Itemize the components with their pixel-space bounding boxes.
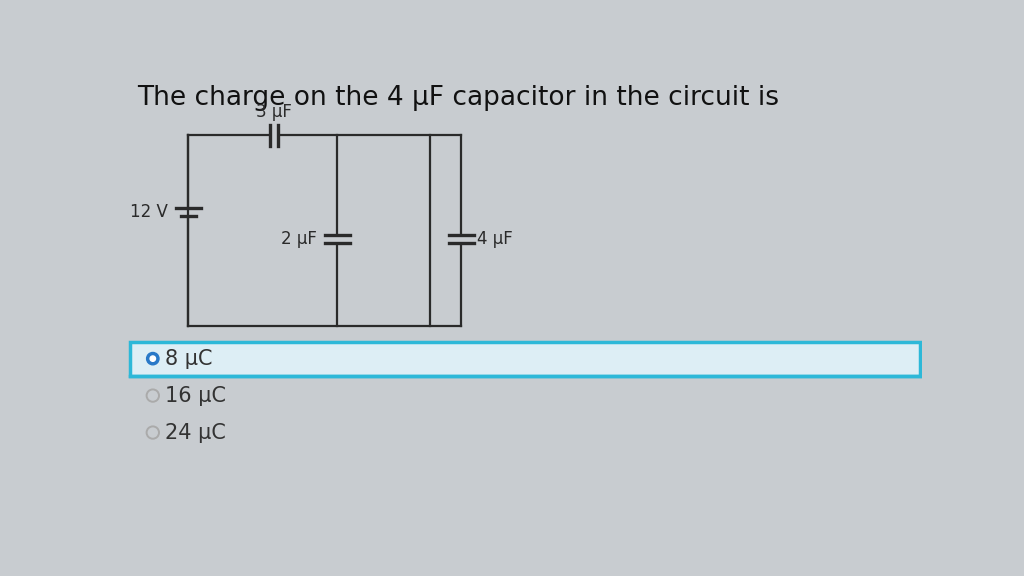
Text: 24 μC: 24 μC <box>165 423 226 442</box>
Circle shape <box>151 356 156 361</box>
Text: 3 μF: 3 μF <box>256 104 292 122</box>
Text: 4 μF: 4 μF <box>477 230 512 248</box>
Text: 16 μC: 16 μC <box>165 385 226 406</box>
FancyBboxPatch shape <box>130 342 920 376</box>
Circle shape <box>146 353 159 365</box>
Text: The charge on the 4 μF capacitor in the circuit is: The charge on the 4 μF capacitor in the … <box>137 85 779 111</box>
Text: 2 μF: 2 μF <box>282 230 317 248</box>
Text: 12 V: 12 V <box>130 203 168 221</box>
Text: 8 μC: 8 μC <box>165 348 213 369</box>
